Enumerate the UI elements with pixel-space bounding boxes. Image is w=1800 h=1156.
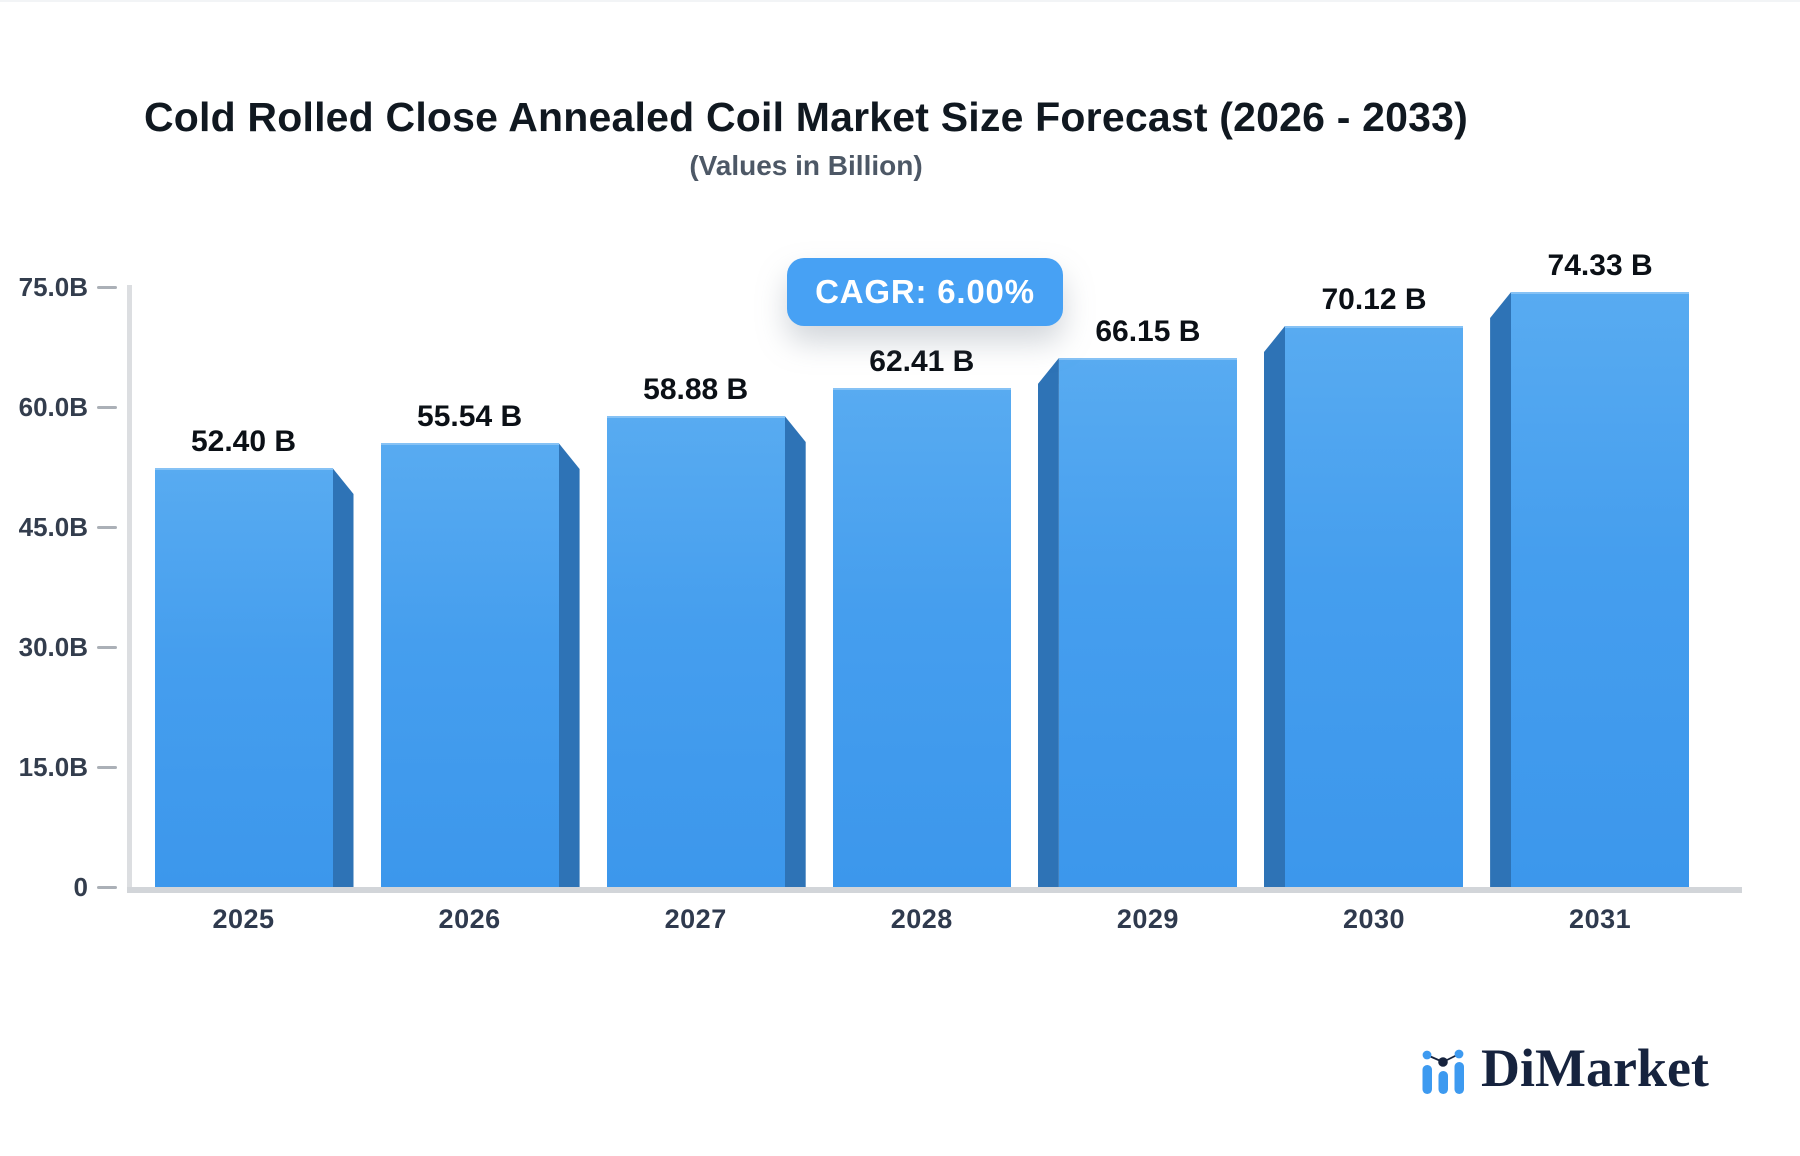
y-axis-tick-mark — [97, 885, 117, 889]
y-axis-tick-mark — [97, 525, 117, 529]
chart-title: Cold Rolled Close Annealed Coil Market S… — [143, 94, 1469, 140]
logo-text: DiMarket — [1481, 1038, 1709, 1098]
x-axis-label-2028: 2028 — [890, 904, 953, 934]
bar-value-label: 66.15 B — [1095, 315, 1201, 348]
y-axis-tick-label: 75.0B — [18, 272, 88, 302]
dimarket-logo: DiMarket — [1420, 1038, 1709, 1098]
bar-face-2031 — [1511, 292, 1690, 887]
bar-face-2030 — [1285, 326, 1463, 887]
y-axis-tick-mark — [97, 405, 117, 409]
bar-side-2026 — [558, 443, 580, 887]
x-axis-label-2029: 2029 — [1116, 904, 1179, 934]
y-axis-tick-mark — [97, 645, 117, 649]
x-axis-label-2030: 2030 — [1342, 904, 1406, 934]
y-axis-tick-label: 15.0B — [18, 752, 88, 782]
chart-subtitle: (Values in Billion) — [689, 150, 923, 181]
y-axis-tick-mark — [97, 285, 117, 289]
x-axis-line — [127, 887, 1742, 893]
x-axis-label-2026: 2026 — [438, 904, 501, 934]
bar-side-2029 — [1037, 358, 1059, 887]
cagr-badge: CAGR: 6.00% — [787, 258, 1063, 326]
x-axis-label-2025: 2025 — [212, 904, 275, 934]
bar-face-2026 — [380, 443, 559, 887]
x-axis-label-2027: 2027 — [664, 904, 727, 934]
y-axis-tick-mark — [97, 765, 117, 769]
bar-side-2031 — [1490, 292, 1512, 887]
bar-face-2028 — [832, 388, 1011, 887]
y-axis-tick-label: 0 — [73, 872, 88, 902]
bar-face-2029 — [1058, 358, 1237, 887]
bar-side-2030 — [1264, 326, 1285, 887]
bar-side-2027 — [784, 416, 806, 887]
bar-value-label: 70.12 B — [1321, 283, 1427, 316]
bar-value-label: 58.88 B — [643, 373, 749, 406]
bar-face-2027 — [606, 416, 785, 887]
y-axis-tick-label: 45.0B — [18, 512, 88, 542]
x-axis-label-2031: 2031 — [1569, 904, 1632, 934]
bar-value-label: 55.54 B — [417, 400, 523, 433]
bar-chart-logo-icon — [1422, 1049, 1464, 1094]
cagr-badge-label: CAGR: 6.00% — [815, 273, 1035, 310]
bar-value-label: 74.33 B — [1547, 249, 1653, 282]
bar-side-2025 — [332, 468, 354, 887]
bar-value-label: 52.40 B — [190, 425, 297, 458]
bar-value-label: 62.41 B — [869, 345, 975, 378]
y-axis-tick-label: 60.0B — [18, 392, 88, 422]
y-axis-line — [127, 285, 132, 893]
y-axis-tick-label: 30.0B — [18, 632, 88, 662]
bar-face-2025 — [154, 468, 333, 887]
